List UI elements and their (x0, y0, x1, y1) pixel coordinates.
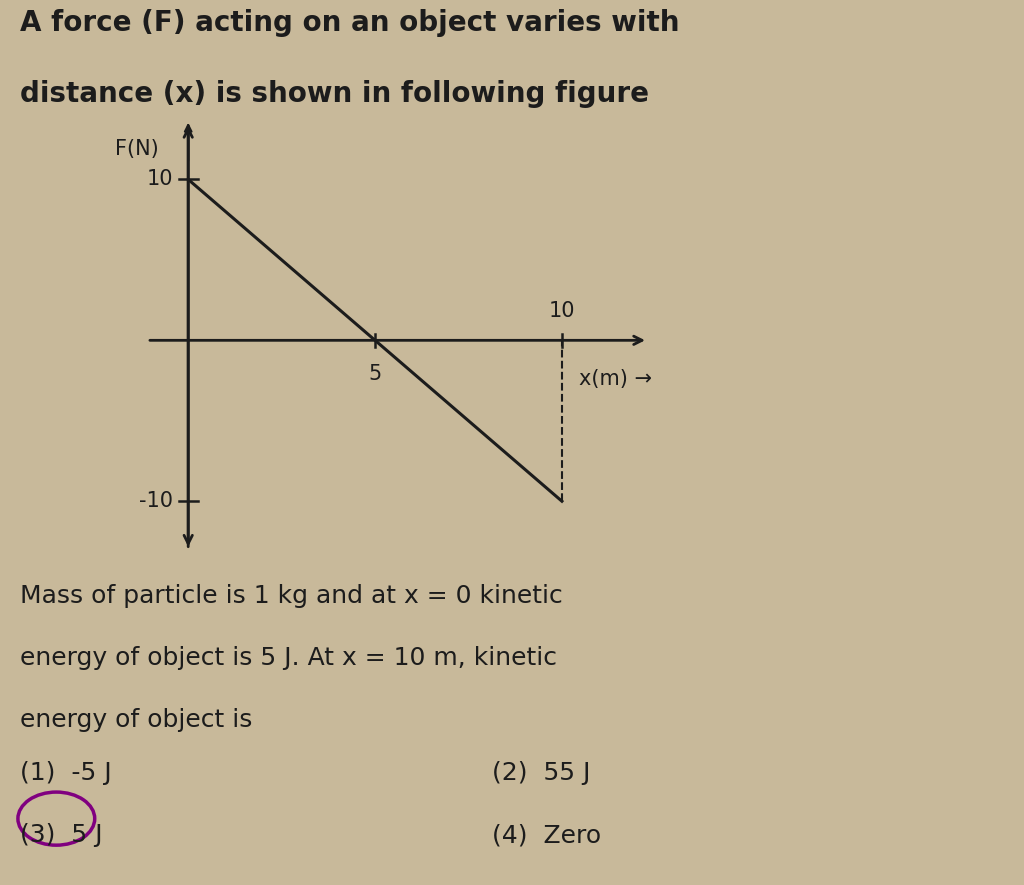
Text: 5: 5 (369, 365, 382, 384)
Text: distance (x) is shown in following figure: distance (x) is shown in following figur… (20, 80, 649, 108)
Text: -10: -10 (139, 491, 173, 512)
Text: energy of object is: energy of object is (20, 708, 253, 732)
Text: (4)  Zero: (4) Zero (492, 823, 601, 847)
Text: (3)  5 J: (3) 5 J (20, 823, 103, 847)
Text: 10: 10 (146, 169, 173, 189)
Text: (1)  -5 J: (1) -5 J (20, 761, 113, 785)
Text: Mass of particle is 1 kg and at x = 0 kinetic: Mass of particle is 1 kg and at x = 0 ki… (20, 584, 563, 608)
Text: (2)  55 J: (2) 55 J (492, 761, 590, 785)
Text: energy of object is 5 J. At x = 10 m, kinetic: energy of object is 5 J. At x = 10 m, ki… (20, 646, 557, 670)
Text: 10: 10 (549, 301, 575, 321)
Text: A force (F) acting on an object varies with: A force (F) acting on an object varies w… (20, 9, 680, 37)
Text: F(N): F(N) (115, 139, 159, 159)
Text: x(m) →: x(m) → (579, 369, 651, 389)
